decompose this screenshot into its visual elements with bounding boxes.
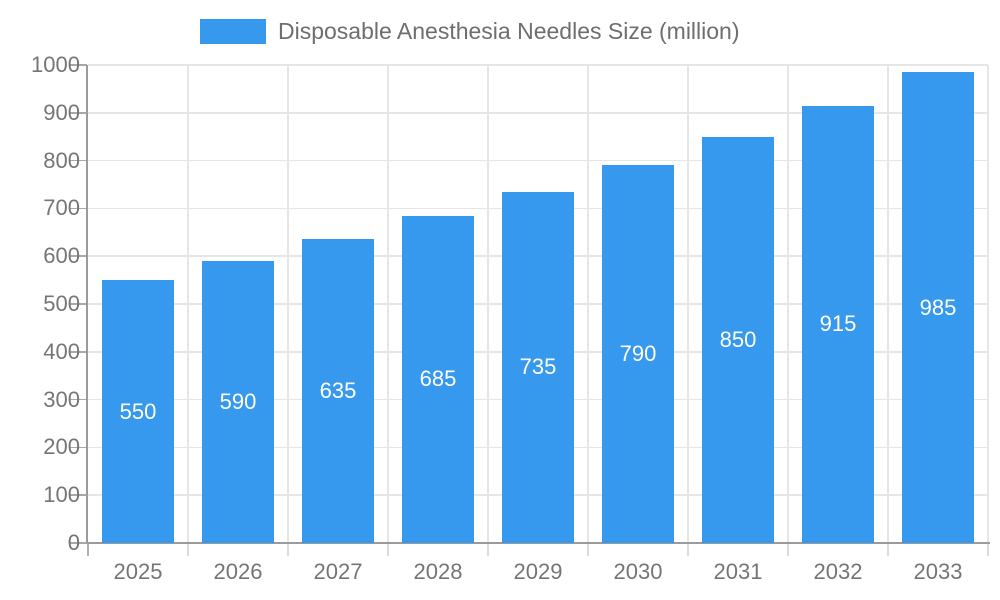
gridline-horizontal [88, 159, 988, 162]
y-axis-tick-label: 900 [43, 99, 80, 125]
legend-swatch [200, 18, 266, 44]
gridline-horizontal [88, 112, 988, 114]
x-axis-tick [987, 543, 989, 556]
y-axis-tick-label: 0 [67, 530, 80, 555]
x-axis-tick [87, 543, 90, 556]
gridline-horizontal [88, 64, 988, 66]
bar-value-label: 685 [419, 366, 457, 392]
bar-value-label: 590 [219, 388, 257, 414]
gridline-vertical [187, 65, 189, 543]
y-axis-tick [70, 64, 87, 66]
x-axis-category-label: 2026 [213, 559, 263, 584]
x-axis-tick [687, 543, 689, 556]
y-axis-tick-label: 1000 [31, 52, 80, 77]
bar-value-label: 915 [819, 311, 857, 337]
bar-value-label: 850 [719, 326, 757, 352]
y-axis-tick [70, 398, 87, 401]
x-axis-tick [287, 543, 289, 556]
x-axis-category-label: 2025 [113, 559, 163, 584]
y-axis-tick-label: 200 [43, 434, 80, 460]
bar-value-label: 735 [519, 354, 557, 380]
y-axis-tick [70, 446, 87, 449]
x-axis-category-label: 2029 [513, 559, 563, 584]
y-axis-tick [70, 542, 87, 544]
legend-label: Disposable Anesthesia Needles Size (mill… [278, 17, 740, 44]
gridline-vertical [887, 65, 889, 543]
bar-value-label: 790 [619, 341, 657, 367]
y-axis-tick-label: 800 [43, 147, 80, 173]
bar-value-label: 635 [319, 378, 357, 404]
y-axis-tick [70, 112, 87, 114]
bar-2033: 985 [902, 72, 974, 543]
x-axis-tick [887, 543, 889, 556]
bar-2030: 790 [602, 165, 674, 543]
x-axis-tick [787, 543, 789, 556]
y-axis-tick-label: 400 [43, 338, 80, 364]
bar-2029: 735 [502, 191, 574, 543]
gridline-vertical [787, 65, 789, 543]
bar-2028: 685 [402, 215, 474, 543]
x-axis-category-label: 2032 [813, 559, 863, 584]
bar-2025: 550 [102, 280, 174, 543]
x-axis-category-label: 2033 [913, 559, 963, 584]
gridline-vertical [487, 65, 489, 543]
gridline-vertical [387, 65, 389, 543]
x-axis-category-label: 2030 [613, 559, 663, 584]
bar-2031: 850 [702, 136, 774, 543]
y-axis-tick-label: 700 [43, 195, 80, 221]
bar-value-label: 550 [119, 398, 157, 424]
y-axis-line [86, 65, 88, 543]
x-axis-tick [387, 543, 389, 556]
gridline-vertical [287, 65, 289, 543]
y-axis-tick [70, 159, 87, 162]
y-axis-tick [70, 351, 87, 353]
gridline-vertical [587, 65, 589, 543]
y-axis-tick [70, 255, 87, 257]
x-axis-tick [187, 543, 189, 556]
x-axis-line [86, 542, 990, 544]
x-axis-category-label: 2028 [413, 559, 463, 584]
x-axis-category-label: 2027 [313, 559, 363, 584]
gridline-vertical [987, 65, 989, 543]
bar-2026: 590 [202, 260, 274, 543]
y-axis-tick-label: 100 [43, 482, 80, 508]
x-axis-tick [587, 543, 589, 556]
bar-2027: 635 [302, 239, 374, 543]
y-axis-tick [70, 303, 87, 305]
bar-value-label: 985 [919, 294, 957, 320]
y-axis-tick [70, 207, 87, 210]
legend: Disposable Anesthesia Needles Size (mill… [200, 17, 740, 45]
x-axis-tick [487, 543, 489, 556]
y-axis-tick-label: 600 [43, 243, 80, 269]
x-axis-category-label: 2031 [713, 559, 763, 584]
y-axis-tick-label: 300 [43, 386, 80, 412]
bar-2032: 915 [802, 105, 874, 543]
gridline-vertical [687, 65, 689, 543]
y-axis-tick-label: 500 [43, 291, 80, 316]
y-axis-tick [70, 494, 87, 496]
